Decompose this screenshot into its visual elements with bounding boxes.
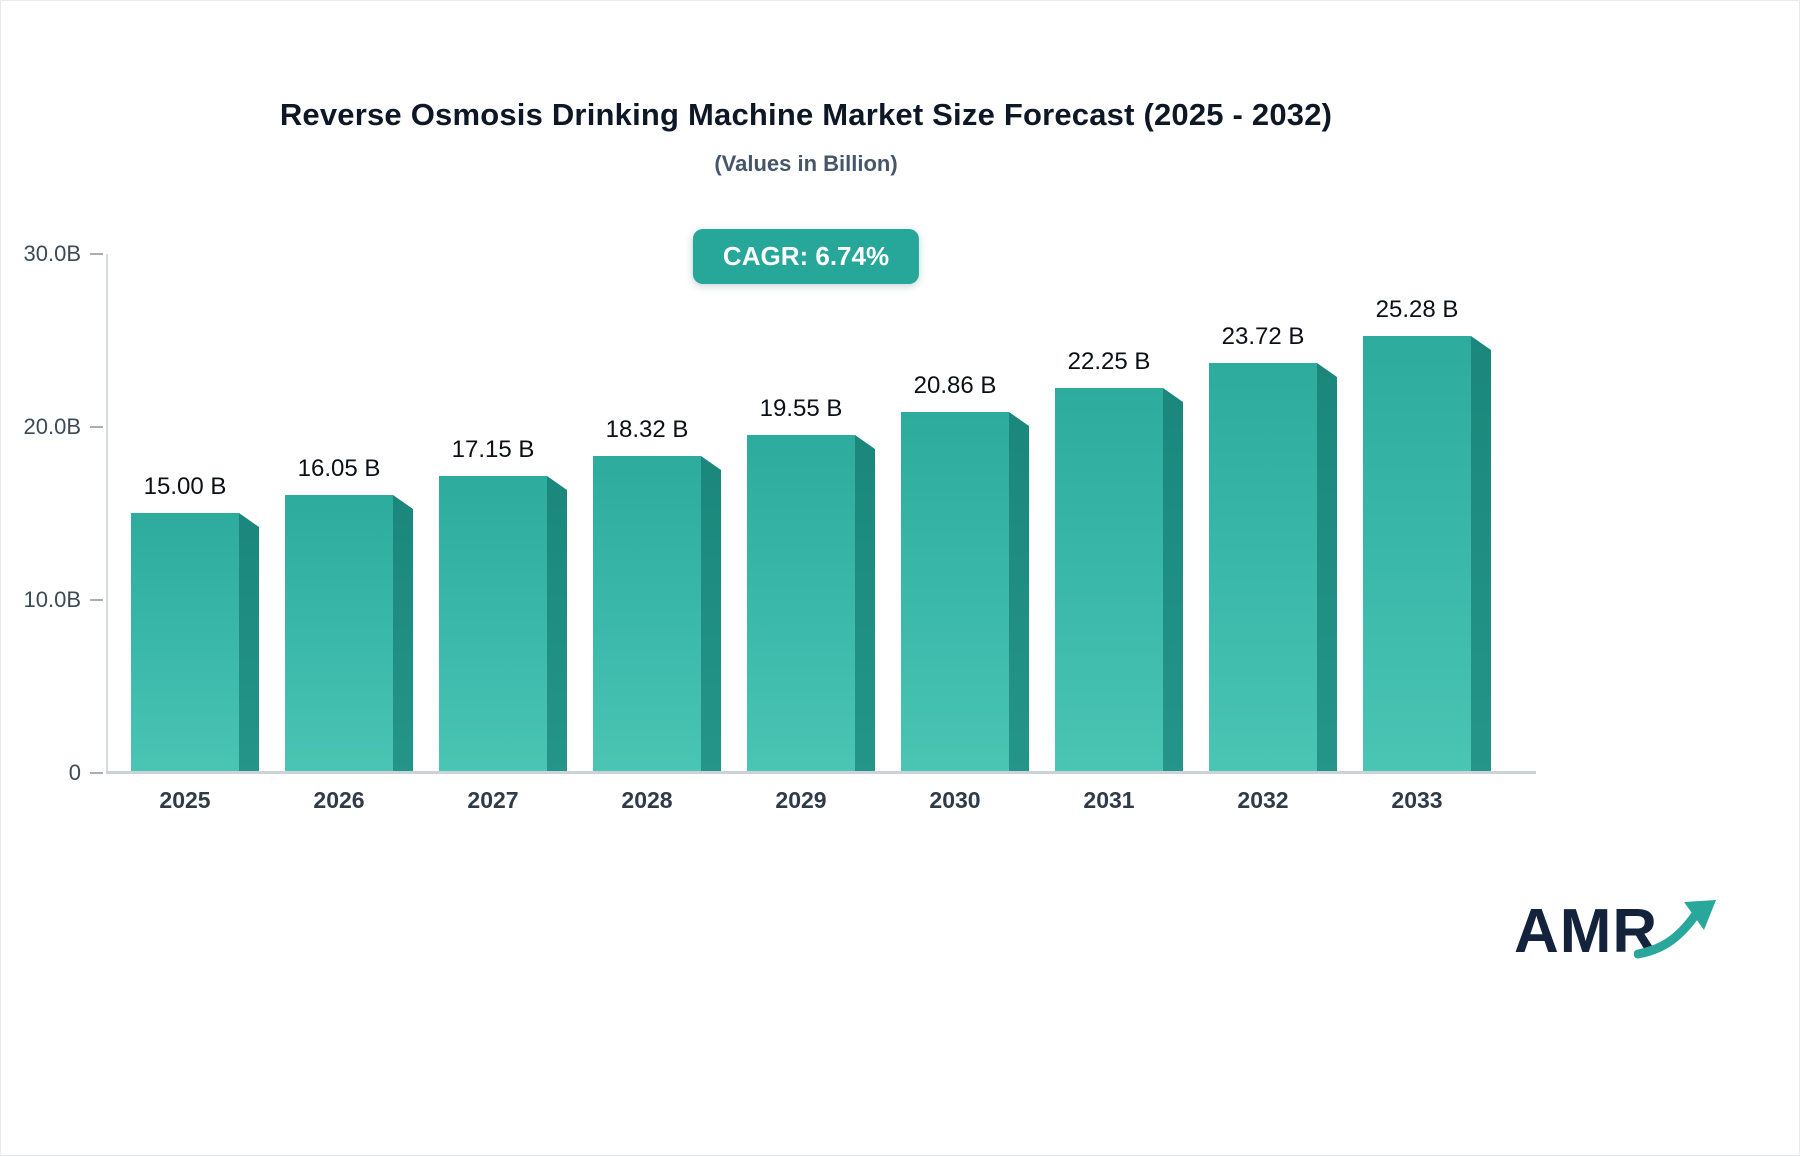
bar: [901, 412, 1009, 773]
y-tick-label: 10.0B: [23, 587, 82, 612]
bar-side-face: [1471, 336, 1491, 773]
x-axis-label: 2033: [1391, 787, 1443, 813]
bar-side-face: [855, 435, 875, 773]
bar-value-label: 23.72 B: [1221, 323, 1305, 350]
bar-group: 17.15 B 2027: [439, 254, 567, 813]
bar-side-face: [1317, 363, 1337, 773]
bar-value-label: 22.25 B: [1067, 348, 1151, 375]
y-tick-mark: [90, 253, 103, 255]
x-axis-label: 2025: [159, 787, 211, 813]
x-axis-label: 2030: [929, 787, 981, 813]
x-axis-line: [106, 771, 1536, 774]
bar-value-label: 16.05 B: [297, 455, 381, 482]
bar: [747, 435, 855, 773]
bar-value-label: 20.86 B: [913, 372, 997, 399]
x-axis-label: 2029: [775, 787, 827, 813]
bar: [1209, 363, 1317, 773]
bar-value-label: 17.15 B: [451, 436, 535, 463]
bar-group: 19.55 B 2029: [747, 254, 875, 813]
bar-side-face: [239, 513, 259, 773]
bar-group: 25.28 B 2033: [1363, 254, 1491, 813]
bar-side-face: [1009, 412, 1029, 773]
bar-group: 18.32 B 2028: [593, 254, 721, 813]
plot-area: 15.00 B 2025 16.05 B 2026 17.15 B 2027 18.32 B…: [106, 254, 1536, 813]
x-axis-label: 2032: [1237, 787, 1289, 813]
bar-group: 16.05 B 2026: [285, 254, 413, 813]
chart-title: Reverse Osmosis Drinking Machine Market …: [279, 97, 1333, 132]
bar: [1363, 336, 1471, 773]
bar: [439, 476, 547, 773]
bar-side-face: [701, 456, 721, 773]
y-axis-line: [106, 254, 108, 773]
bar-group: 23.72 B 2032: [1209, 254, 1337, 813]
y-tick-label: 20.0B: [23, 414, 82, 439]
y-tick-label: 30.0B: [23, 241, 82, 266]
amr-logo-text: AMR: [1514, 897, 1659, 966]
bar-group: 22.25 B 2031: [1055, 254, 1183, 813]
x-axis-label: 2027: [467, 787, 519, 813]
x-axis-label: 2031: [1083, 787, 1135, 813]
bar: [131, 513, 239, 773]
x-axis-label: 2028: [621, 787, 673, 813]
bar: [593, 456, 701, 773]
bar-side-face: [1163, 388, 1183, 773]
y-tick-mark: [90, 599, 103, 601]
growth-arrow-icon: [1634, 900, 1716, 959]
y-tick-mark: [90, 772, 103, 774]
bar-side-face: [547, 476, 567, 773]
bar-value-label: 15.00 B: [143, 473, 227, 500]
bar-side-face: [393, 495, 413, 773]
amr-logo: AMR: [1514, 896, 1716, 968]
chart-subtitle: (Values in Billion): [714, 151, 898, 176]
x-axis-label: 2026: [313, 787, 365, 813]
cagr-badge: CAGR: 6.74%: [692, 229, 920, 284]
bar: [285, 495, 393, 773]
bar: [1055, 388, 1163, 773]
bar-group: 20.86 B 2030: [901, 254, 1029, 813]
bar-value-label: 18.32 B: [605, 416, 689, 443]
bar-value-label: 19.55 B: [759, 395, 843, 422]
bar-group: 15.00 B 2025: [131, 254, 259, 813]
y-tick-label: 0: [68, 760, 81, 785]
bar-value-label: 25.28 B: [1375, 296, 1459, 323]
y-tick-mark: [90, 426, 103, 428]
